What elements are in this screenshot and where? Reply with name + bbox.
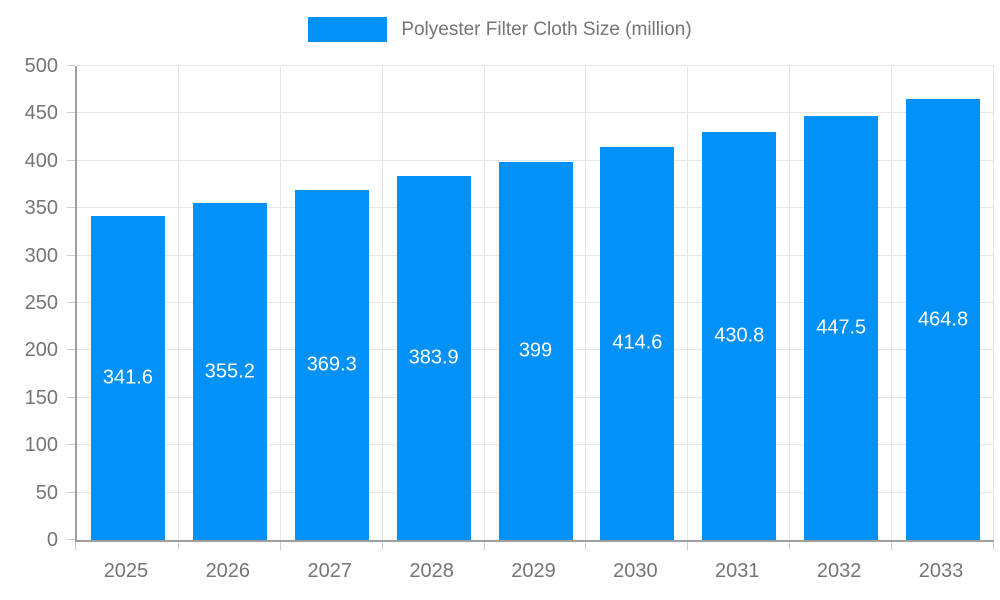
horizontal-gridline (77, 159, 994, 161)
bar-2030: 414.6 (600, 146, 675, 540)
y-axis-tick-label: 400 (24, 149, 58, 172)
vertical-gridline (177, 66, 179, 540)
bar-value-label: 414.6 (612, 331, 663, 354)
y-axis-tick (67, 302, 75, 303)
x-axis-tick (279, 542, 281, 550)
bar-value-label: 369.3 (306, 353, 357, 376)
y-axis-labels: 0 50 100 150 200 250 300 350 400 450 500 (0, 55, 58, 551)
horizontal-gridline (77, 65, 994, 66)
bar-2028: 383.9 (396, 176, 471, 540)
bar-2033: 464.8 (906, 99, 981, 540)
bar-value-label: 430.8 (714, 324, 765, 347)
vertical-gridline (687, 66, 689, 540)
y-axis-tick (67, 159, 75, 161)
y-axis-tick-label: 200 (24, 339, 58, 362)
y-axis-tick (67, 254, 75, 256)
y-axis-tick-label: 300 (24, 244, 58, 267)
y-axis-tick-label: 0 (46, 529, 58, 551)
x-axis-tick-label: 2033 (918, 560, 964, 582)
y-axis-tick (67, 349, 75, 351)
x-axis-tick (483, 542, 485, 550)
y-axis-tick-label: 250 (24, 292, 58, 314)
y-axis-tick-label: 100 (24, 434, 58, 457)
bar-2031: 430.8 (702, 131, 777, 540)
y-axis-tick-label: 350 (24, 197, 58, 220)
vertical-gridline (483, 66, 485, 540)
x-axis-tick-label: 2030 (613, 560, 658, 582)
bar-2025: 341.6 (90, 216, 165, 540)
y-axis-tick (67, 207, 75, 209)
legend-label: Polyester Filter Cloth Size (million) (401, 18, 692, 40)
y-axis-tick (67, 444, 75, 446)
x-axis-tick (381, 542, 383, 550)
legend-swatch-icon (308, 17, 388, 42)
plot-area: 341.6 355.2 369.3 383.9 399 414.6 430.8 447.5 46… (67, 65, 994, 550)
x-axis-tick (993, 542, 994, 550)
y-axis-tick-label: 450 (24, 102, 58, 125)
bar-2026: 355.2 (192, 203, 267, 540)
x-axis-tick (75, 542, 76, 550)
y-axis-tick (67, 539, 75, 540)
bar-value-label: 341.6 (102, 366, 153, 389)
x-axis-tick-label: 2026 (205, 560, 251, 582)
x-axis-tick-label: 2032 (816, 560, 862, 582)
y-axis-tick-label: 150 (24, 386, 58, 409)
vertical-gridline (993, 66, 994, 540)
bar-2027: 369.3 (294, 189, 369, 540)
x-axis-labels: 2025 2026 2027 2028 2029 2030 2031 2032 2033 (75, 557, 992, 587)
legend[interactable]: Polyester Filter Cloth Size (million) (0, 17, 1000, 42)
x-axis-tick-label: 2031 (715, 560, 760, 582)
y-axis-tick (67, 491, 75, 493)
bar-value-label: 383.9 (408, 346, 459, 369)
x-axis-tick-label: 2029 (511, 560, 556, 582)
bar-2032: 447.5 (804, 115, 879, 540)
y-axis-tick-label: 50 (35, 481, 58, 504)
x-axis-tick (891, 542, 893, 550)
y-axis-tick (67, 112, 75, 114)
bar-value-label: 399 (518, 339, 553, 362)
x-axis-tick (177, 542, 179, 550)
y-axis-tick (67, 65, 75, 66)
vertical-gridline (891, 66, 893, 540)
vertical-gridline (279, 66, 281, 540)
bar-value-label: 355.2 (204, 360, 255, 383)
horizontal-gridline (77, 112, 994, 114)
bar-value-label: 447.5 (816, 316, 867, 339)
vertical-gridline (585, 66, 587, 540)
x-axis-tick-label: 2025 (103, 560, 149, 582)
bar-value-label: 464.8 (918, 308, 969, 331)
y-axis-tick-label: 500 (24, 55, 58, 77)
bar-2029: 399 (498, 161, 573, 540)
vertical-gridline (381, 66, 383, 540)
x-axis-tick (585, 542, 587, 550)
x-axis-tick (789, 542, 791, 550)
x-axis-tick-label: 2028 (409, 560, 454, 582)
x-axis-tick (687, 542, 689, 550)
vertical-gridline (789, 66, 791, 540)
y-axis-tick (67, 396, 75, 398)
x-axis-tick-label: 2027 (307, 560, 352, 582)
